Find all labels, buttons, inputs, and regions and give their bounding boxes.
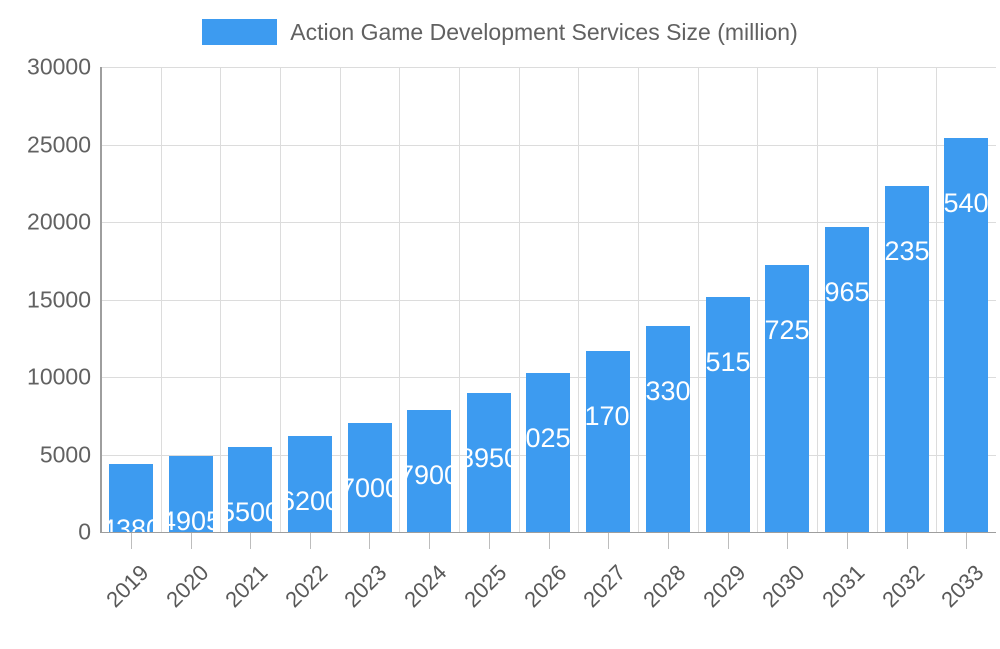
gridline-vertical [877,67,878,532]
bar-2024[interactable]: 7900 [407,410,451,532]
bar-2031[interactable]: 19650 [825,227,869,532]
bar-value-label: 8950 [467,443,511,473]
x-axis-tick-mark [608,533,609,549]
bar-2027[interactable]: 11700 [586,351,630,532]
legend-item-label: Action Game Development Services Size (m… [290,19,798,45]
x-axis-tick-mark [907,533,908,549]
y-axis-tick-label: 15000 [27,286,91,312]
bar-rect [586,351,630,532]
bar-2019[interactable]: 4380 [109,464,153,532]
bar-2029[interactable]: 15150 [706,297,750,532]
bar-value-label: 5500 [228,497,272,527]
bar-value-label: 6200 [288,486,332,516]
gridline-vertical [757,67,758,532]
x-axis-tick-mark [310,533,311,549]
bar-chart: Action Game Development Services Size (m… [0,14,1000,612]
bar-value-label: 19650 [825,277,869,307]
bar-2033[interactable]: 25400 [944,138,988,532]
x-axis-tick-mark [131,533,132,549]
bar-rect [526,373,570,532]
y-axis-tick-label: 20000 [27,208,91,235]
x-axis-tick-mark [966,533,967,549]
gridline-vertical [220,67,221,532]
bar-value-label: 17250 [765,315,809,345]
bar-2030[interactable]: 17250 [765,265,809,532]
bar-value-label: 13300 [646,376,690,406]
gridline-vertical [280,67,281,532]
y-axis-tick-label: 5000 [39,441,91,467]
gridline-vertical [698,67,699,532]
bar-2023[interactable]: 7000 [348,423,392,532]
gridline-vertical [161,67,162,532]
bar-value-label: 11700 [586,401,630,431]
y-axis-tick-label: 0 [78,518,91,545]
x-axis-tick-mark [549,533,550,549]
x-axis-tick-mark [429,533,430,549]
bar-value-label: 7900 [407,460,451,490]
gridline-vertical [399,67,400,532]
bar-rect [765,265,809,532]
bar-2032[interactable]: 22350 [885,186,929,532]
y-axis-tick-label: 25000 [27,131,91,157]
bar-rect [288,436,332,532]
gridline-vertical [817,67,818,532]
gridline-vertical [340,67,341,532]
bar-2021[interactable]: 5500 [228,447,272,532]
x-axis-tick-mark [847,533,848,549]
bar-value-label: 25400 [944,188,988,218]
x-axis-tick-mark [668,533,669,549]
gridline-vertical [519,67,520,532]
gridline-vertical [459,67,460,532]
gridline-horizontal [101,300,996,301]
x-axis-tick-mark [369,533,370,549]
gridline-vertical [638,67,639,532]
bar-rect [825,227,869,532]
legend-item-0[interactable]: Action Game Development Services Size (m… [202,19,798,45]
bar-2028[interactable]: 13300 [646,326,690,532]
gridline-horizontal [101,222,996,223]
bar-rect [706,297,750,532]
gridline-horizontal [101,145,996,146]
bar-rect [944,138,988,532]
bar-value-label: 10250 [526,423,570,453]
x-axis-tick-mark [250,533,251,549]
x-axis-tick-mark [728,533,729,549]
bar-2020[interactable]: 4905 [169,456,213,532]
gridline-vertical [936,67,937,532]
bar-value-label: 15150 [706,347,750,377]
bar-2026[interactable]: 10250 [526,373,570,532]
y-axis-line [100,67,102,533]
bar-value-label: 22350 [885,236,929,266]
bar-2025[interactable]: 8950 [467,393,511,532]
y-axis-tick-label: 10000 [27,363,91,390]
bar-value-label: 4380 [109,514,153,533]
legend-color-swatch [202,19,278,45]
bar-rect [169,456,213,532]
bar-rect [646,326,690,532]
bar-rect [467,393,511,532]
gridline-vertical [578,67,579,532]
x-axis-tick-mark [191,533,192,549]
y-axis-tick-label: 30000 [27,53,91,80]
bar-2022[interactable]: 6200 [288,436,332,532]
x-axis-line [101,532,996,533]
plot-area: 4380 4905 5500 6200 7000 7900 8950 10250 11700 13… [101,67,996,533]
gridline-horizontal [101,67,996,68]
bar-rect [348,423,392,532]
bar-value-label: 4905 [169,506,213,533]
bar-value-label: 7000 [348,473,392,503]
x-axis-tick-mark [787,533,788,549]
chart-legend: Action Game Development Services Size (m… [0,14,1000,50]
bar-rect [407,410,451,532]
bar-rect [228,447,272,532]
bar-rect [109,464,153,532]
x-axis-tick-mark [489,533,490,549]
bar-rect [885,186,929,532]
